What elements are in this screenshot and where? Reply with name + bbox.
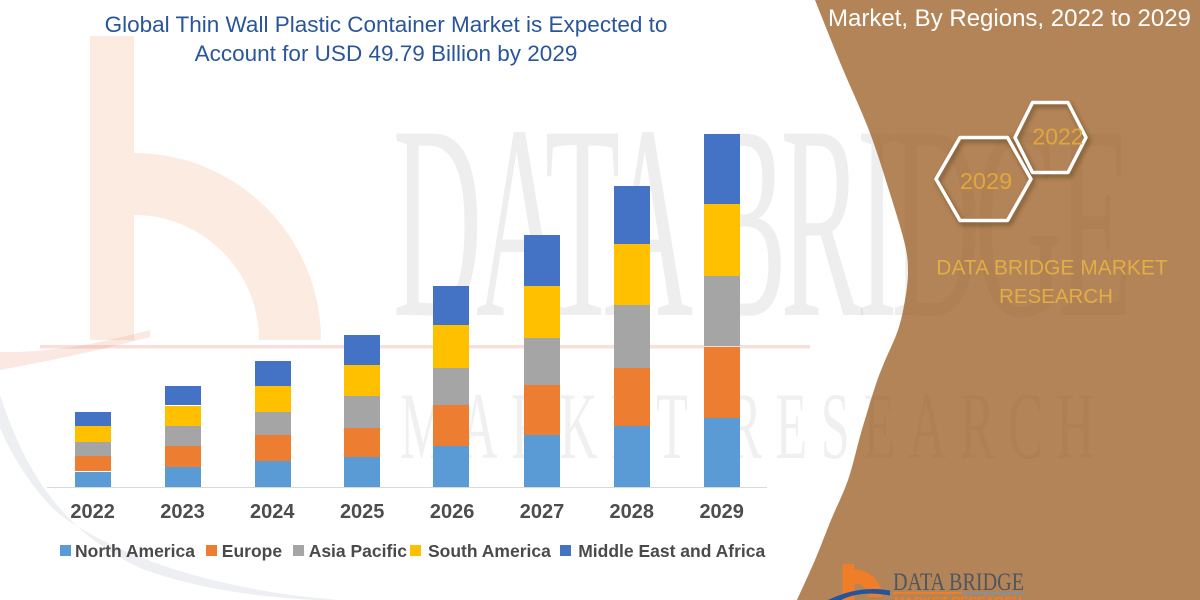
svg-text:RESEARCH: RESEARCH bbox=[999, 285, 1113, 308]
svg-text:DATA BRIDGE MARKET: DATA BRIDGE MARKET bbox=[936, 257, 1168, 280]
svg-text:DATA BRIDGE: DATA BRIDGE bbox=[393, 70, 1127, 376]
svg-text:2029: 2029 bbox=[960, 168, 1012, 194]
svg-text:DATA BRIDGE: DATA BRIDGE bbox=[893, 569, 1024, 596]
svg-text:MARKET RESEARCH: MARKET RESEARCH bbox=[400, 374, 1108, 479]
svg-text:2022: 2022 bbox=[1032, 124, 1083, 150]
svg-text:MARKET RESEARCH: MARKET RESEARCH bbox=[894, 594, 1022, 600]
